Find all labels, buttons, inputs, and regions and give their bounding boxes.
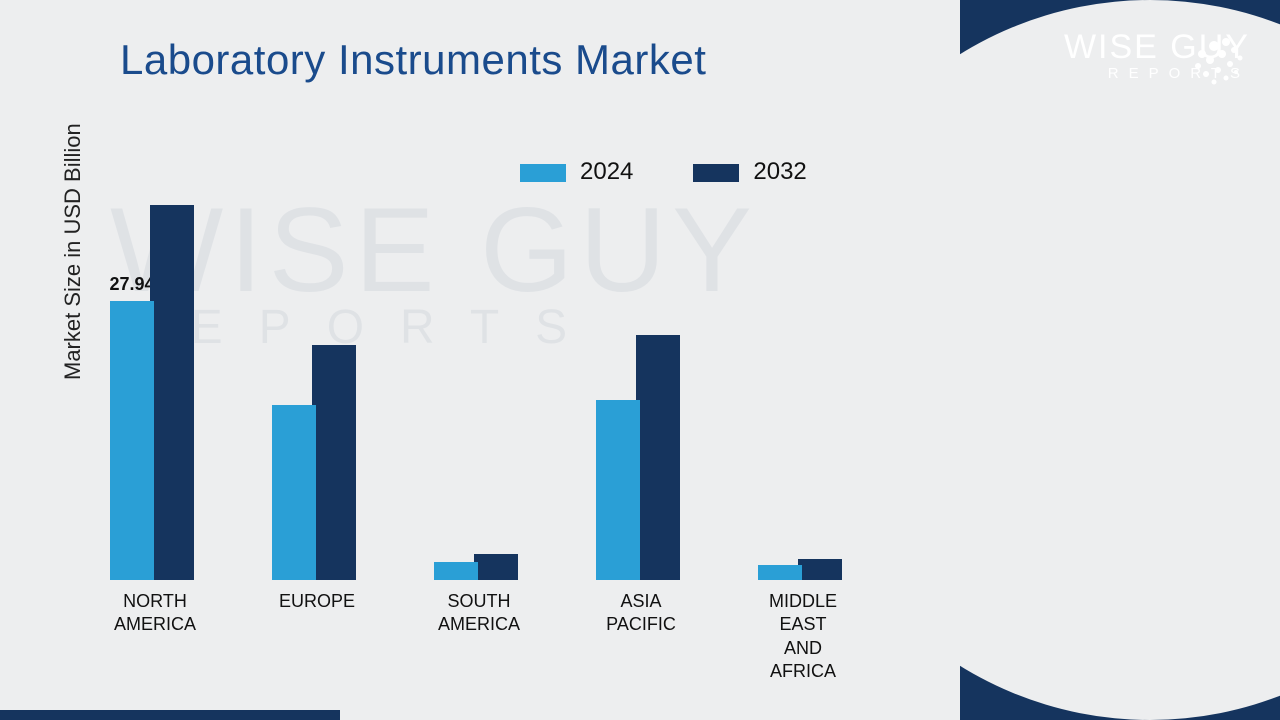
value-label: 27.94 xyxy=(109,274,154,295)
brand-logo: WISE GUY REPORTS xyxy=(1064,30,1250,81)
y-axis-label: Market Size in USD Billion xyxy=(60,123,86,380)
bar-2032 xyxy=(798,559,842,580)
page: WISE GUY REPORTS WISE GUY REPORTS Labora… xyxy=(0,0,1280,720)
bar-group: ASIAPACIFIC xyxy=(596,180,686,580)
bar-group: SOUTHAMERICA xyxy=(434,180,524,580)
logo-head-icon xyxy=(1184,26,1254,96)
bar-group: NORTHAMERICA xyxy=(110,180,200,580)
bar-2032 xyxy=(312,345,356,580)
category-label: MIDDLEEASTANDAFRICA xyxy=(723,580,883,684)
footer-accent-bar xyxy=(0,710,340,720)
bar-2032 xyxy=(636,335,680,580)
bar-2024 xyxy=(758,565,802,580)
bar-2024 xyxy=(596,400,640,580)
bar-group: MIDDLEEASTANDAFRICA xyxy=(758,180,848,580)
category-label: SOUTHAMERICA xyxy=(399,580,559,637)
bar-group: EUROPE xyxy=(272,180,362,580)
bar-2024 xyxy=(434,562,478,580)
bar-2032 xyxy=(474,554,518,580)
category-label: NORTHAMERICA xyxy=(75,580,235,637)
legend-swatch-2032 xyxy=(693,164,739,182)
category-label: ASIAPACIFIC xyxy=(561,580,721,637)
chart-plot-area: NORTHAMERICA EUROPE SOUTHAMERICA ASIAPACIFI… xyxy=(110,180,930,580)
bar-2024 xyxy=(110,301,154,580)
category-label: EUROPE xyxy=(237,580,397,613)
legend-swatch-2024 xyxy=(520,164,566,182)
bar-2032 xyxy=(150,205,194,580)
bar-2024 xyxy=(272,405,316,580)
chart-title: Laboratory Instruments Market xyxy=(120,36,706,84)
